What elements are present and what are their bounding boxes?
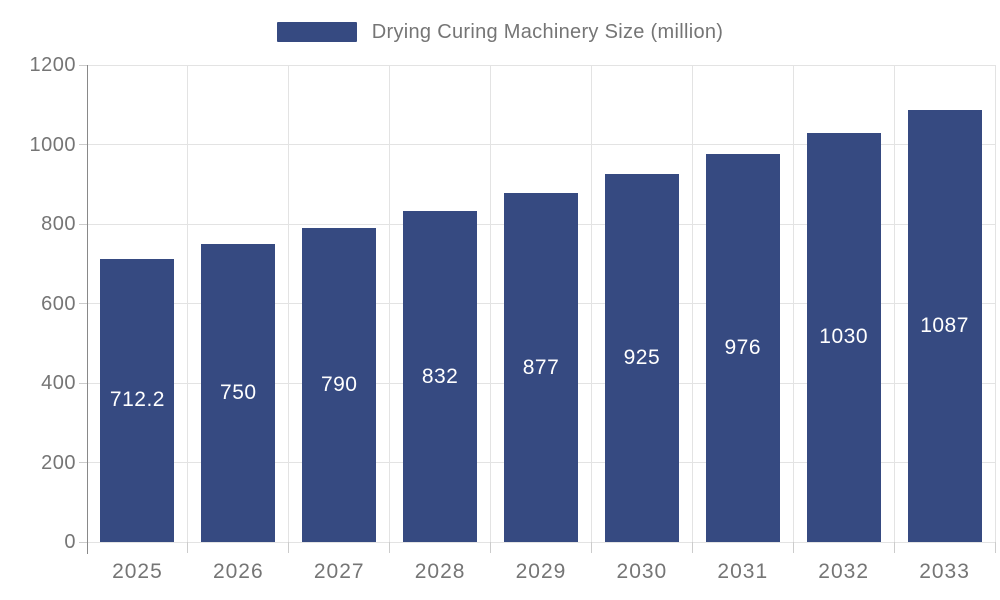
bar-2029[interactable]: 877	[504, 193, 578, 542]
y-axis-line	[86, 65, 88, 554]
legend-swatch	[276, 22, 357, 42]
bar-value-label: 712.2	[109, 388, 165, 412]
y-axis-tick	[79, 382, 87, 384]
x-axis-label: 2030	[616, 560, 668, 583]
bar-2030[interactable]: 925	[604, 174, 679, 542]
x-axis-tick	[792, 542, 794, 553]
gridline-vertical	[792, 65, 794, 542]
gridline-vertical	[490, 65, 492, 542]
x-axis-label: 2025	[112, 560, 163, 583]
y-axis-label: 200	[41, 451, 76, 474]
legend-item[interactable]: Drying Curing Machinery Size (million)	[0, 19, 1000, 45]
y-axis-label: 400	[41, 372, 76, 394]
bar-2027[interactable]: 790	[302, 227, 377, 542]
x-axis-label: 2026	[212, 560, 264, 583]
bar-value-label: 1030	[819, 325, 869, 349]
y-axis-label: 800	[41, 213, 76, 235]
bar-2025[interactable]: 712.2	[100, 258, 175, 542]
gridline-vertical	[691, 65, 693, 542]
y-axis-tick	[79, 144, 87, 145]
y-axis-label: 0	[64, 531, 76, 553]
gridline-horizontal	[87, 144, 995, 145]
gridline-horizontal	[87, 541, 995, 543]
x-axis-tick	[490, 542, 492, 553]
plot-area: 712.2 750 790 832 877 925 976 1030 1087	[87, 64, 996, 543]
legend-label: Drying Curing Machinery Size (million)	[371, 20, 724, 43]
gridline-vertical	[893, 65, 895, 542]
bar-2033[interactable]: 1087	[907, 109, 982, 542]
bar-value-label: 925	[623, 346, 661, 370]
gridline-vertical	[187, 65, 189, 542]
x-axis-label: 2027	[313, 560, 365, 583]
bar-2026[interactable]: 750	[201, 243, 276, 542]
y-axis-label: 1200	[29, 54, 76, 76]
y-axis-tick	[79, 462, 87, 463]
x-axis-tick	[389, 542, 391, 553]
bar-value-label: 832	[421, 364, 459, 388]
bar-2032[interactable]: 1030	[806, 132, 881, 542]
bar-value-label: 750	[220, 380, 257, 404]
x-axis-tick	[994, 542, 996, 553]
y-axis-tick	[79, 303, 87, 304]
x-axis-tick	[691, 542, 693, 553]
y-axis-tick	[79, 223, 87, 225]
x-axis-label: 2028	[414, 560, 466, 583]
bar-value-label: 976	[724, 336, 762, 360]
y-axis-label: 600	[41, 292, 76, 315]
x-axis-label: 2031	[717, 560, 769, 583]
gridline-vertical	[590, 65, 592, 542]
x-axis-tick	[893, 542, 895, 553]
y-axis-tick	[79, 541, 87, 543]
x-axis-tick	[590, 542, 592, 553]
gridline-vertical	[389, 65, 391, 542]
bar-value-label: 1087	[920, 313, 969, 337]
y-axis-tick	[79, 64, 87, 66]
bar-2028[interactable]: 832	[403, 211, 478, 542]
gridline-horizontal	[87, 64, 995, 66]
bar-2031[interactable]: 976	[705, 154, 780, 542]
x-axis-tick	[288, 542, 290, 553]
x-axis-label: 2029	[515, 560, 567, 583]
gridline-vertical	[994, 65, 996, 542]
x-axis-tick	[187, 542, 189, 553]
gridline-vertical	[288, 65, 290, 542]
y-axis-label: 1000	[29, 133, 76, 156]
x-axis-label: 2032	[818, 560, 870, 583]
x-axis-label: 2033	[919, 560, 970, 583]
bar-value-label: 790	[320, 372, 358, 396]
bar-value-label: 877	[522, 355, 560, 379]
